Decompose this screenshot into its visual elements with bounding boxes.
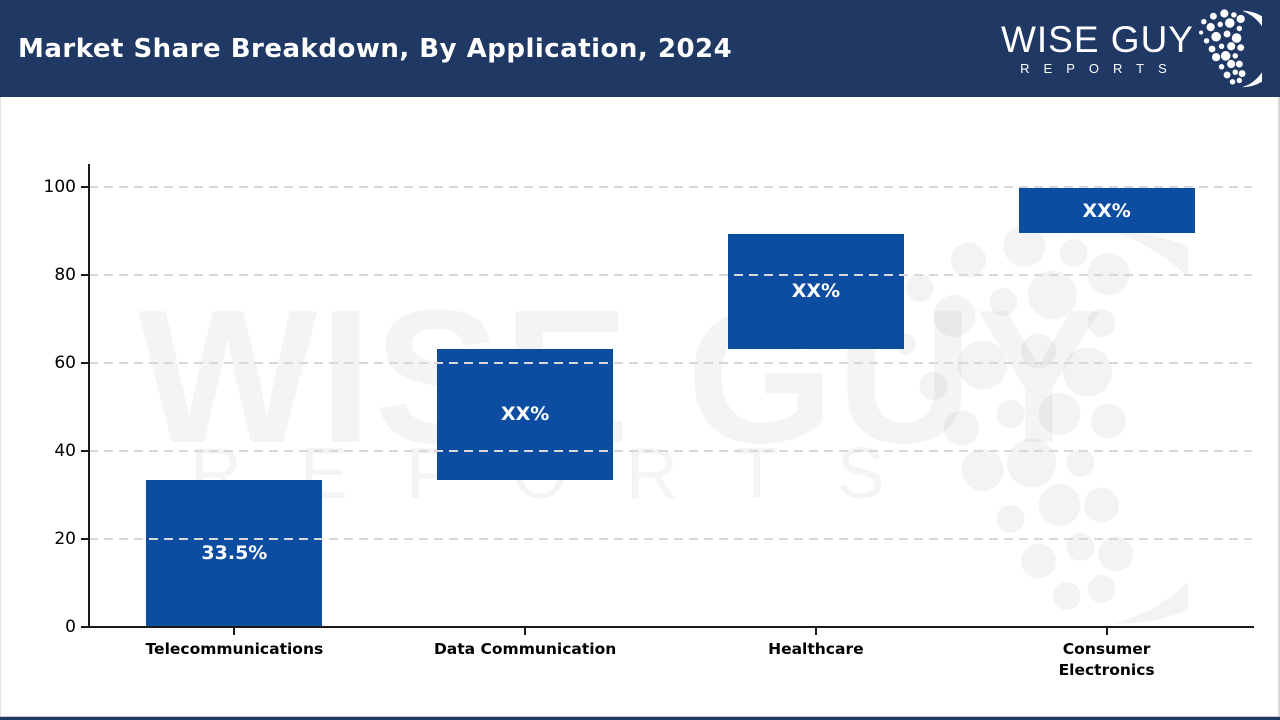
x-tick-mark — [233, 627, 236, 635]
gridline — [89, 362, 1252, 364]
x-axis — [88, 626, 1254, 628]
x-tick-label: Healthcare — [768, 640, 864, 658]
logo-name: WISE GUY — [1000, 19, 1194, 60]
bar-value-label: XX% — [1082, 199, 1131, 222]
bar: XX% — [1018, 187, 1195, 234]
watermark-head-icon — [895, 225, 1188, 624]
gridline — [89, 274, 1252, 276]
x-tick-mark — [524, 627, 527, 635]
bar: 33.5% — [146, 479, 323, 627]
footer-bar — [0, 716, 1280, 720]
watermark-text: WISE GUY — [138, 282, 1104, 472]
y-tick-label: 60 — [54, 353, 76, 373]
header: Market Share Breakdown, By Application, … — [0, 0, 1280, 97]
logo-text: WISE GUY REPORTS — [1001, 21, 1194, 76]
y-tick-mark — [81, 274, 89, 276]
y-tick-mark — [81, 450, 89, 452]
x-tick-label: Consumer Electronics — [1058, 640, 1155, 679]
y-tick-mark — [81, 362, 89, 364]
wise-guy-logo: WISE GUY REPORTS — [1001, 8, 1262, 90]
gridline — [89, 186, 1252, 188]
y-tick-label: 100 — [43, 177, 76, 197]
dotted-head-icon — [1199, 8, 1262, 87]
x-tick-label: Telecommunications — [145, 640, 324, 658]
y-tick-label: 40 — [54, 441, 76, 461]
x-tick-label: Data Communication — [433, 640, 617, 658]
bar-value-label: XX% — [500, 403, 550, 426]
y-tick-mark — [81, 538, 89, 540]
y-axis — [88, 164, 90, 628]
bar-value-label: 33.5% — [201, 542, 268, 565]
y-tick-label: 0 — [65, 617, 76, 637]
y-tick-label: 80 — [54, 265, 76, 285]
y-tick-mark — [81, 626, 89, 628]
gridline — [89, 538, 1252, 540]
logo-tagline: REPORTS — [1020, 61, 1181, 76]
gridline — [89, 450, 1252, 452]
bar-value-label: XX% — [791, 280, 841, 303]
y-tick-label: 20 — [54, 529, 76, 549]
x-tick-mark — [1105, 627, 1108, 635]
bar: XX% — [727, 234, 904, 349]
page-title: Market Share Breakdown, By Application, … — [18, 33, 733, 64]
y-tick-mark — [81, 186, 89, 188]
x-tick-mark — [814, 627, 817, 635]
bar: XX% — [437, 348, 614, 480]
